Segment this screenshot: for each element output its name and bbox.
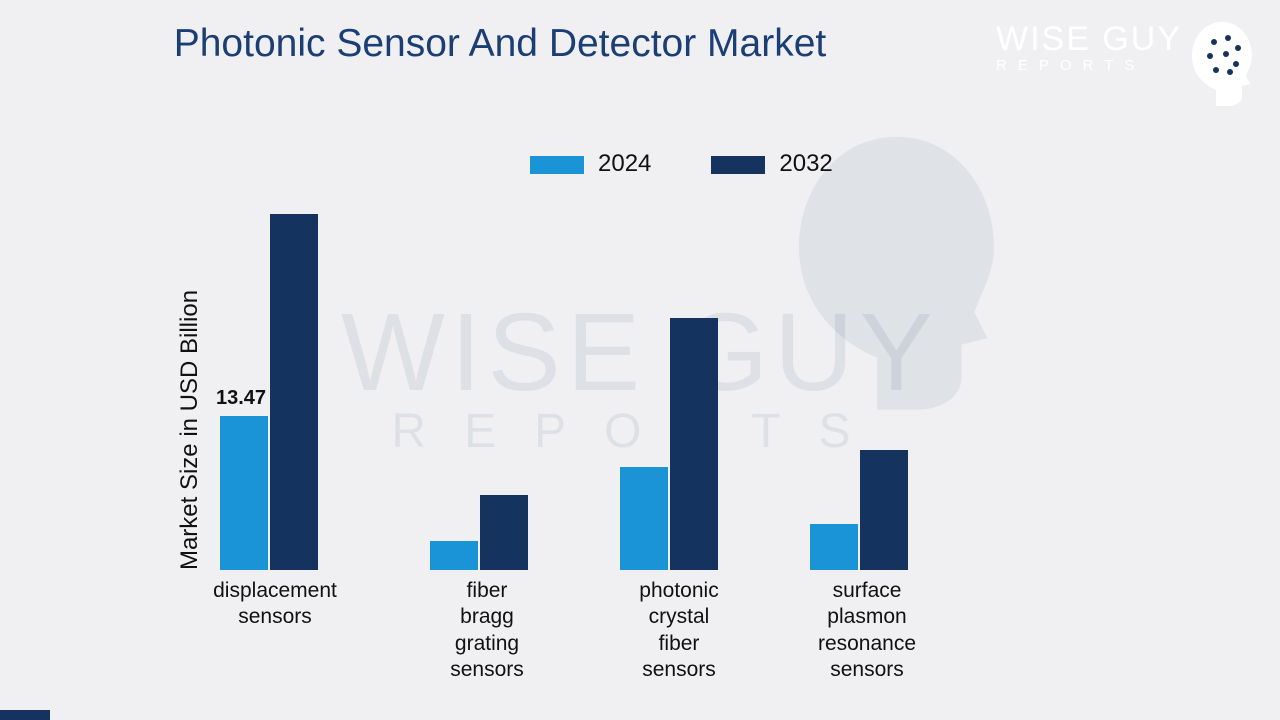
bar-value-label: 13.47 <box>216 387 266 410</box>
bar-2032 <box>270 214 318 570</box>
bar-2032 <box>670 318 718 570</box>
bar-2024 <box>220 416 268 571</box>
bar-2024 <box>620 467 668 570</box>
legend-item-2024: 2024 <box>530 150 651 178</box>
category-label: fiberbragggratingsensors <box>402 578 572 683</box>
legend: 2024 2032 <box>530 150 833 178</box>
head-icon <box>1180 18 1260 108</box>
category-label: displacementsensors <box>190 578 360 631</box>
legend-label-2032: 2032 <box>779 150 832 177</box>
bar-2024 <box>810 524 858 570</box>
footer-accent <box>0 710 50 720</box>
bar-2024 <box>430 541 478 570</box>
plot-area: 13.47 <box>140 180 920 570</box>
category-label: photoniccrystalfibersensors <box>594 578 764 683</box>
bar-2032 <box>480 495 528 570</box>
swatch-2032 <box>711 156 765 174</box>
chart: Market Size in USD Billion 2024 2032 13.… <box>60 150 940 710</box>
category-label: surfaceplasmonresonancesensors <box>782 578 952 683</box>
chart-title: Photonic Sensor And Detector Market <box>120 22 880 66</box>
bar-2032 <box>860 450 908 570</box>
swatch-2024 <box>530 156 584 174</box>
legend-item-2032: 2032 <box>711 150 832 178</box>
legend-label-2024: 2024 <box>598 150 651 177</box>
